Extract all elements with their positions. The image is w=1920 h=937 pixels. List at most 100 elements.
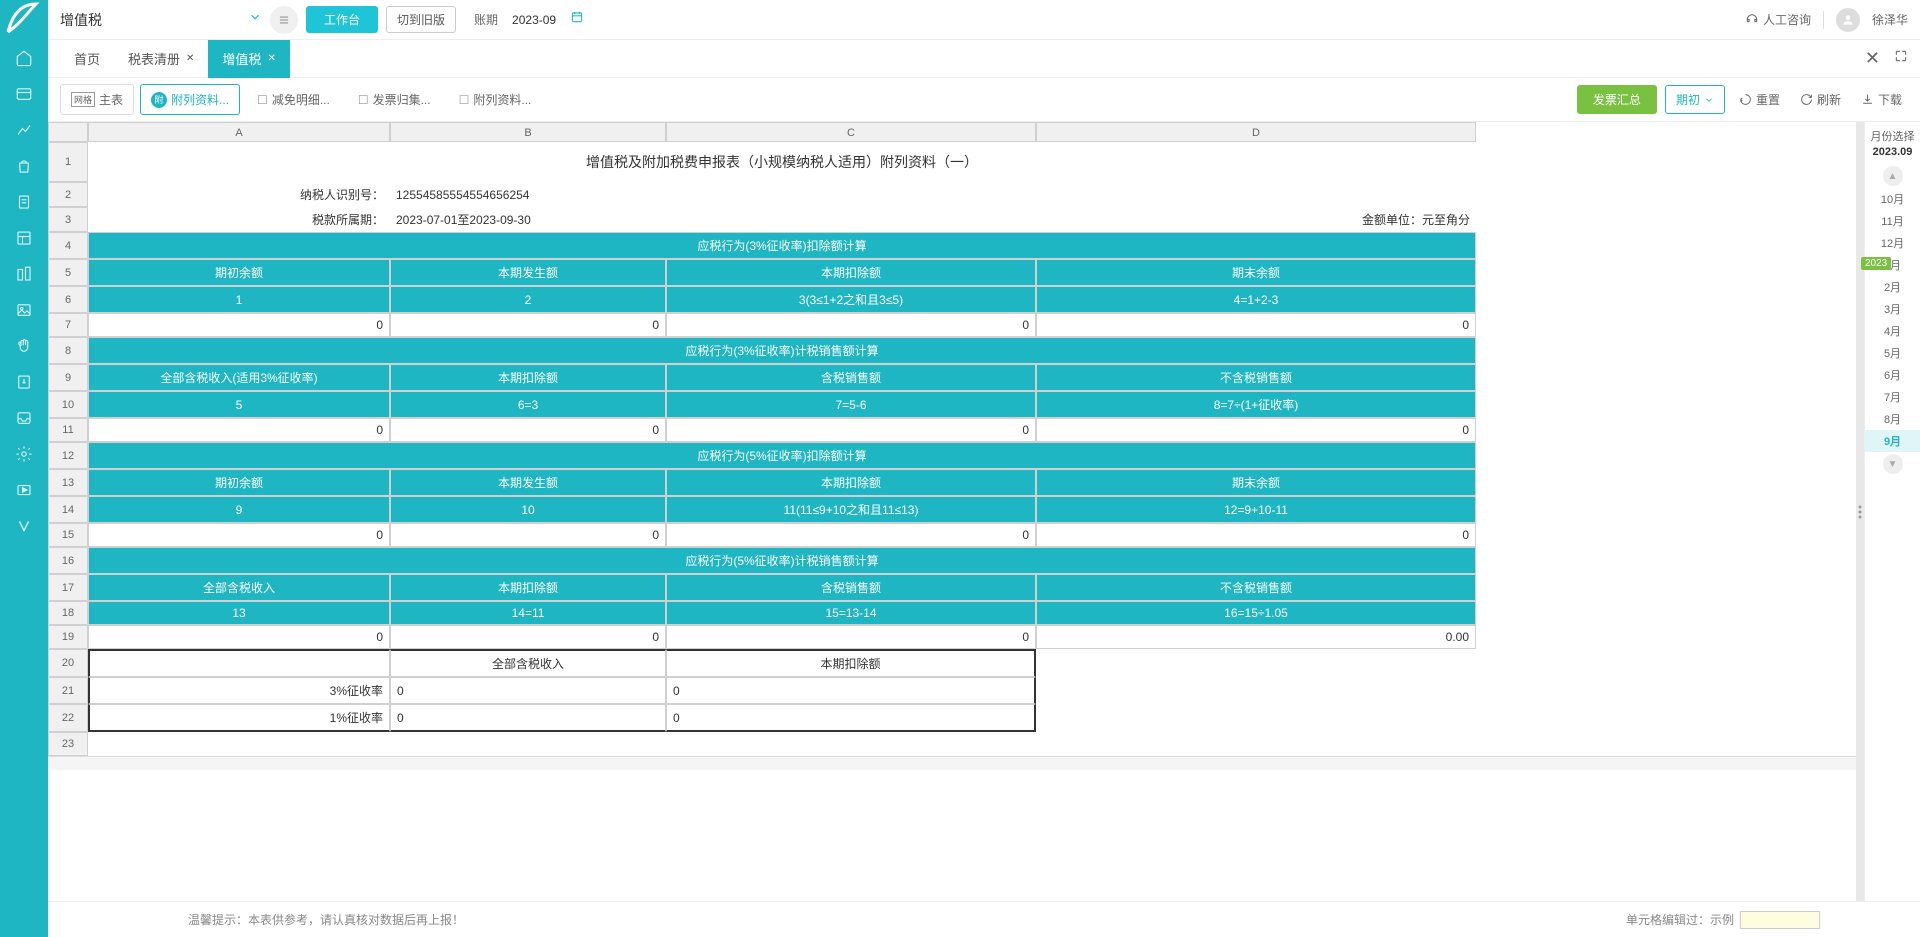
col-header-a[interactable]: A [88, 122, 390, 142]
month-item[interactable]: 11月 [1865, 210, 1920, 232]
row-header[interactable]: 11 [48, 418, 88, 442]
data-cell[interactable]: 0 [666, 625, 1036, 649]
data-cell[interactable]: 0 [88, 625, 390, 649]
row-header[interactable]: 1 [48, 142, 88, 182]
tool-exempt[interactable]: ☐减免明细... [246, 84, 341, 115]
row-header[interactable]: 14 [48, 496, 88, 523]
inbox-icon[interactable] [0, 400, 48, 436]
row-header[interactable]: 18 [48, 601, 88, 625]
row-header[interactable]: 19 [48, 625, 88, 649]
row-header[interactable]: 3 [48, 207, 88, 232]
row-header[interactable]: 2 [48, 182, 88, 207]
month-item[interactable]: 6月 [1865, 364, 1920, 386]
bag-icon[interactable] [0, 148, 48, 184]
data-cell[interactable]: 0 [390, 704, 666, 732]
row-header[interactable]: 13 [48, 469, 88, 496]
form-icon[interactable] [0, 220, 48, 256]
data-cell[interactable]: 0 [1036, 418, 1476, 442]
month-item[interactable]: 3月 [1865, 298, 1920, 320]
gear-icon[interactable] [0, 436, 48, 472]
home-icon[interactable] [0, 40, 48, 76]
close-icon[interactable]: ✕ [186, 53, 194, 64]
row-header[interactable]: 9 [48, 364, 88, 391]
row-header[interactable]: 16 [48, 547, 88, 574]
month-item[interactable]: 5月 [1865, 342, 1920, 364]
month-item[interactable]: 12月 [1865, 232, 1920, 254]
row-header[interactable]: 21 [48, 677, 88, 704]
month-prev-icon[interactable]: ▲ [1883, 166, 1903, 186]
row-header[interactable]: 7 [48, 313, 88, 337]
download-button[interactable]: 下载 [1855, 91, 1908, 108]
tab-home[interactable]: 首页 [60, 40, 114, 78]
resize-handle[interactable] [1856, 122, 1864, 901]
image-icon[interactable] [0, 292, 48, 328]
data-cell[interactable] [88, 649, 390, 677]
col-header-d[interactable]: D [1036, 122, 1476, 142]
row-header[interactable]: 22 [48, 704, 88, 732]
data-cell[interactable]: 0 [88, 523, 390, 547]
data-cell[interactable]: 0 [666, 523, 1036, 547]
spreadsheet[interactable]: A B C D 1 增值税及附加税费申报表（小规模纳税人适用）附列资料（一） 2… [48, 122, 1856, 901]
data-cell[interactable]: 0 [666, 704, 1036, 732]
data-cell[interactable]: 0 [88, 418, 390, 442]
scrollbar-h[interactable] [48, 756, 1856, 770]
data-cell[interactable]: 0 [390, 677, 666, 704]
row-header[interactable]: 23 [48, 732, 88, 756]
video-icon[interactable] [0, 472, 48, 508]
data-cell[interactable]: 0 [1036, 523, 1476, 547]
period-start-button[interactable]: 期初 [1665, 85, 1725, 114]
data-cell[interactable]: 0 [88, 313, 390, 337]
col-header-c[interactable]: C [666, 122, 1036, 142]
month-item[interactable]: 2月 [1865, 276, 1920, 298]
row-header[interactable]: 12 [48, 442, 88, 469]
hand-icon[interactable] [0, 328, 48, 364]
export-icon[interactable] [0, 364, 48, 400]
workbench-button[interactable]: 工作台 [306, 6, 378, 33]
row-header[interactable]: 6 [48, 286, 88, 313]
data-cell[interactable]: 0 [390, 313, 666, 337]
data-cell[interactable]: 0 [666, 313, 1036, 337]
month-item[interactable]: 8月 [1865, 408, 1920, 430]
month-item[interactable]: 7月 [1865, 386, 1920, 408]
col-header-b[interactable]: B [390, 122, 666, 142]
data-cell[interactable]: 0 [390, 523, 666, 547]
data-cell[interactable]: 0 [666, 677, 1036, 704]
month-next-icon[interactable]: ▼ [1883, 454, 1903, 474]
tab-vat[interactable]: 增值税✕ [208, 40, 289, 78]
data-cell[interactable]: 0 [1036, 313, 1476, 337]
month-item[interactable]: 10月 [1865, 188, 1920, 210]
v-icon[interactable] [0, 508, 48, 544]
row-header[interactable]: 15 [48, 523, 88, 547]
tool-invoice-collect[interactable]: ☐发票归集... [347, 84, 442, 115]
refresh-button[interactable]: 刷新 [1794, 91, 1847, 108]
sheet-corner[interactable] [48, 122, 88, 142]
tool-appendix2[interactable]: ☐附列资料... [448, 84, 543, 115]
chart-icon[interactable] [0, 112, 48, 148]
month-item[interactable]: 4月 [1865, 320, 1920, 342]
data-cell[interactable]: 0.00 [1036, 625, 1476, 649]
month-item-active[interactable]: 9月 [1865, 430, 1920, 452]
invoice-summary-button[interactable]: 发票汇总 [1577, 85, 1657, 114]
close-all-icon[interactable]: ✕ [1865, 48, 1880, 69]
row-header[interactable]: 4 [48, 232, 88, 259]
data-cell[interactable]: 0 [666, 418, 1036, 442]
tool-main-sheet[interactable]: 网格主表 [60, 84, 134, 115]
close-icon[interactable]: ✕ [267, 53, 275, 64]
data-cell[interactable]: 0 [390, 625, 666, 649]
chevron-down-icon[interactable] [248, 10, 262, 29]
tool-appendix[interactable]: 附附列资料... [140, 84, 240, 115]
expand-icon[interactable] [1894, 49, 1908, 68]
row-header[interactable]: 8 [48, 337, 88, 364]
building-icon[interactable] [0, 256, 48, 292]
switch-old-button[interactable]: 切到旧版 [386, 6, 456, 33]
reset-button[interactable]: 重置 [1733, 91, 1786, 108]
row-header[interactable]: 17 [48, 574, 88, 601]
list-icon[interactable] [270, 6, 298, 34]
card-icon[interactable] [0, 76, 48, 112]
row-header[interactable]: 20 [48, 649, 88, 677]
row-header[interactable]: 5 [48, 259, 88, 286]
data-cell[interactable]: 0 [390, 418, 666, 442]
row-header[interactable]: 10 [48, 391, 88, 418]
user-avatar-icon[interactable] [1836, 8, 1860, 32]
tab-tax-list[interactable]: 税表清册✕ [114, 40, 208, 78]
